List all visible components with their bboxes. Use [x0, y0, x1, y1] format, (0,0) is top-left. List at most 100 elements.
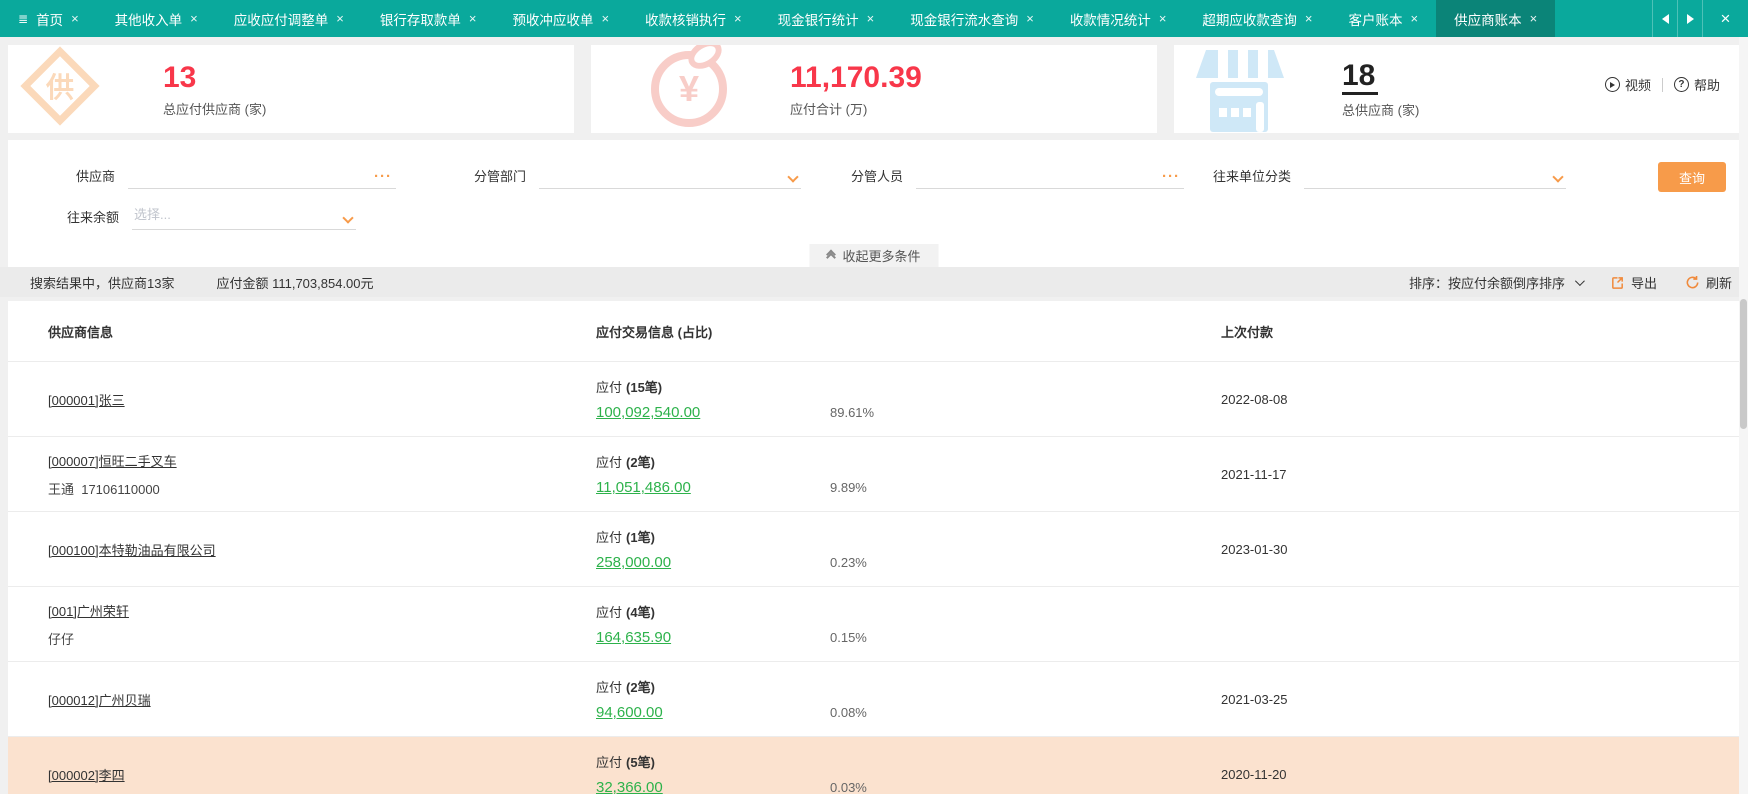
tab-nav-controls: × — [1652, 0, 1748, 37]
tab-item[interactable]: 首页 × — [0, 0, 97, 37]
payable-cell: 应付 (1笔) 258,000.00 0.23% — [596, 527, 1211, 571]
tab-item[interactable]: 收款情况统计 × — [1052, 0, 1185, 37]
tab-item[interactable]: 收款核销执行 × — [627, 0, 760, 37]
last-payment-date: 2020-11-20 — [1221, 766, 1287, 782]
amount-link[interactable]: 164,635.90 — [596, 629, 672, 646]
filter-label: 分管人员 — [851, 169, 904, 184]
video-link[interactable]: 视频 — [1604, 75, 1651, 94]
balance-select[interactable]: 选择... — [132, 203, 357, 230]
sort-dropdown[interactable]: 排序：按应付余额倒序排序 — [1408, 273, 1585, 292]
payable-line: 应付 (1笔) — [596, 527, 1211, 546]
sort-label: 排序：按应付余额倒序排序 — [1408, 275, 1565, 291]
chevron-down-icon[interactable] — [1552, 171, 1564, 183]
tab-close-icon[interactable]: × — [1026, 11, 1034, 26]
tab-item[interactable]: 其他收入单 × — [97, 0, 216, 37]
category-select[interactable] — [1304, 162, 1567, 189]
tab-close-icon[interactable]: × — [468, 11, 477, 26]
payable-cell: 应付 (15笔) 100,092,540.00 89.61% — [596, 377, 1211, 421]
amount-link[interactable]: 258,000.00 — [596, 554, 672, 571]
tab-close-icon[interactable]: × — [190, 11, 198, 26]
collapse-conditions-button[interactable]: 收起更多条件 — [809, 244, 939, 267]
payable-line: 应付 (5笔) — [596, 752, 1211, 771]
next-tabs-button[interactable] — [1677, 0, 1702, 37]
tab-close-icon[interactable]: × — [601, 11, 610, 26]
scrollbar-thumb[interactable] — [1740, 299, 1747, 429]
tab-close-icon[interactable]: × — [1158, 11, 1167, 26]
export-button[interactable]: 导出 — [1610, 273, 1657, 292]
tab-item[interactable]: 超期应收款查询 × — [1184, 0, 1330, 37]
header-last-payment: 上次付款 — [1221, 324, 1274, 340]
tab-label: 银行存取款单 — [379, 12, 461, 28]
amount-link[interactable]: 32,366.00 — [596, 779, 663, 794]
chevron-right-icon — [1686, 13, 1694, 24]
tab-close-icon[interactable]: × — [1304, 11, 1313, 26]
percent-value: 9.89% — [830, 480, 867, 495]
payable-cell: 应付 (2笔) 94,600.00 0.08% — [596, 677, 1211, 721]
help-link[interactable]: 帮助 — [1673, 75, 1720, 94]
supplier-link[interactable]: [000007]恒旺二手叉车 — [48, 453, 177, 469]
last-payment-cell: 2021-03-25 — [1211, 692, 1740, 707]
ellipsis-lookup-icon[interactable]: ··· — [374, 168, 393, 185]
table-row[interactable]: [001]广州荣轩 仔仔 应付 (4笔) 164,635.90 0.15% — [8, 586, 1740, 661]
amount-link[interactable]: 11,051,486.00 — [596, 479, 691, 496]
tab-item[interactable]: 现金银行统计 × — [760, 0, 893, 37]
percent-value: 0.23% — [830, 555, 867, 570]
tab-item[interactable]: 应收应付调整单 × — [216, 0, 362, 37]
tab-close-icon[interactable]: × — [734, 11, 742, 26]
tab-close-icon[interactable]: × — [866, 11, 875, 26]
close-all-tabs-button[interactable]: × — [1702, 0, 1748, 37]
tab-item[interactable]: 银行存取款单 × — [362, 0, 495, 37]
table-row[interactable]: [000100]本特勒油品有限公司 应付 (1笔) 258,000.00 0.23% 20… — [8, 511, 1740, 586]
result-summary-bar: 搜索结果中，供应商13家 应付金额 111,703,854.00元 排序：按应付… — [0, 267, 1748, 297]
supplier-lookup-input[interactable]: ··· — [128, 162, 397, 189]
filter-field-person: 分管人员 ··· — [851, 162, 1185, 189]
person-lookup-input[interactable]: ··· — [916, 162, 1185, 189]
stat-value: 18 — [1342, 59, 1379, 95]
double-chevron-up-icon — [826, 249, 836, 262]
ellipsis-lookup-icon[interactable]: ··· — [1162, 168, 1181, 185]
amount-link[interactable]: 94,600.00 — [596, 704, 663, 721]
tab-close-icon[interactable]: × — [1410, 11, 1419, 26]
supplier-cell: [001]广州荣轩 仔仔 — [48, 601, 596, 648]
chevron-down-icon[interactable] — [787, 171, 799, 183]
table-row[interactable]: [000002]李四 应付 (5笔) 32,366.00 0.03% 2020-11-20 — [8, 736, 1740, 794]
vertical-scrollbar[interactable] — [1739, 37, 1748, 794]
tab-item[interactable]: 现金银行流水查询 × — [892, 0, 1052, 37]
last-payment-cell: 2021-11-17 — [1211, 467, 1740, 482]
storefront-icon — [1196, 50, 1284, 132]
tab-item[interactable]: 预收冲应收单 × — [494, 0, 627, 37]
payable-count: (2笔) — [626, 680, 655, 695]
table-row[interactable]: [000007]恒旺二手叉车 王通 17106110000 应付 (2笔) 11,051… — [8, 436, 1740, 511]
tab-label: 供应商账本 — [1454, 12, 1522, 28]
supplier-link[interactable]: [000100]本特勒油品有限公司 — [48, 542, 216, 558]
refresh-label: 刷新 — [1705, 275, 1732, 291]
table-body: [000001]张三 应付 (15笔) 100,092,540.00 89.61% 202… — [8, 361, 1740, 794]
refresh-button[interactable]: 刷新 — [1685, 273, 1732, 292]
video-link-label: 视频 — [1624, 78, 1651, 93]
last-payment-cell: 2020-11-20 — [1211, 767, 1740, 782]
table-row[interactable]: [000012]广州贝瑞 应付 (2笔) 94,600.00 0.08% 2021-03-… — [8, 661, 1740, 736]
supplier-link[interactable]: [001]广州荣轩 — [48, 603, 129, 619]
amount-link[interactable]: 100,092,540.00 — [596, 404, 701, 421]
tab-close-icon[interactable]: × — [71, 11, 79, 26]
tab-item[interactable]: 客户账本 × — [1331, 0, 1437, 37]
supplier-link[interactable]: [000012]广州贝瑞 — [48, 692, 151, 708]
chevron-down-icon[interactable] — [342, 212, 354, 224]
department-select[interactable] — [539, 162, 802, 189]
payable-label: 应付 — [596, 530, 623, 545]
table-row[interactable]: [000001]张三 应付 (15笔) 100,092,540.00 89.61% 202… — [8, 361, 1740, 436]
amount-line: 258,000.00 0.23% — [596, 554, 1211, 571]
tab-label: 应收应付调整单 — [233, 12, 329, 28]
supplier-link[interactable]: [000002]李四 — [48, 767, 125, 783]
tab-item[interactable]: 供应商账本 × — [1436, 0, 1556, 37]
query-button[interactable]: 查询 — [1658, 162, 1726, 192]
tab-list: 首页×其他收入单×应收应付调整单×银行存取款单×预收冲应收单×收款核销执行×现金… — [0, 0, 1556, 37]
select-placeholder: 选择... — [134, 207, 171, 222]
amount-line: 164,635.90 0.15% — [596, 629, 1211, 646]
supplier-link[interactable]: [000001]张三 — [48, 392, 125, 408]
payable-count: (15笔) — [626, 380, 663, 395]
tab-close-icon[interactable]: × — [1529, 11, 1538, 26]
prev-tabs-button[interactable] — [1652, 0, 1677, 37]
last-payment-date: 2021-03-25 — [1221, 691, 1288, 707]
tab-close-icon[interactable]: × — [336, 11, 344, 26]
